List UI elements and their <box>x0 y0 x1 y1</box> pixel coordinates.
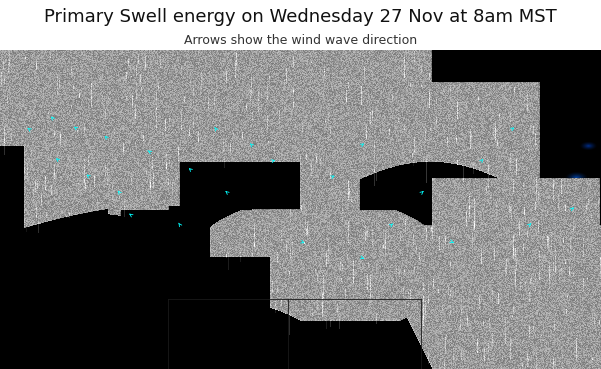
Text: Primary Swell energy on Wednesday 27 Nov at 8am MST: Primary Swell energy on Wednesday 27 Nov… <box>44 8 557 27</box>
Text: Arrows show the wind wave direction: Arrows show the wind wave direction <box>184 34 417 48</box>
